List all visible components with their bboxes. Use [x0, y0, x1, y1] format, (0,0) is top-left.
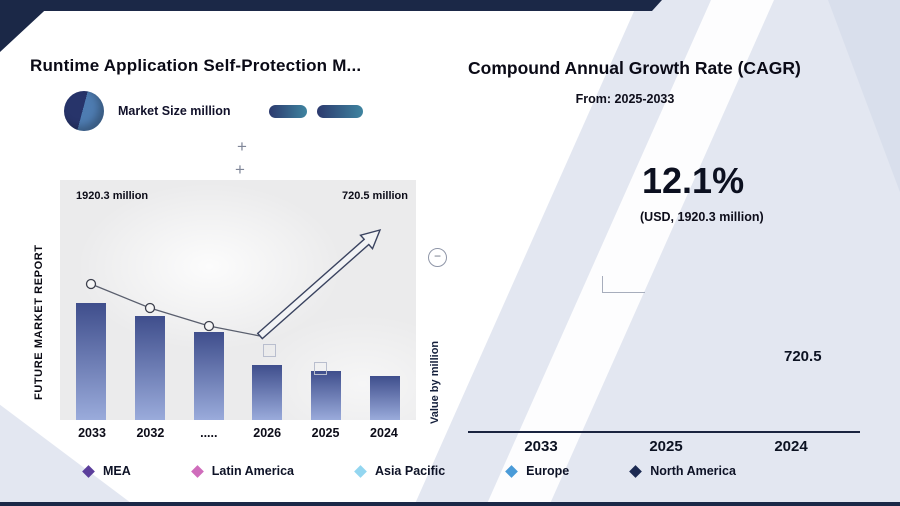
legend-label: Latin America: [211, 464, 294, 478]
plus-icon: +: [235, 160, 245, 179]
legend-item-latin-america: Latin America: [190, 464, 294, 478]
minus-icon: −: [428, 248, 447, 267]
left-x-label: 2024: [370, 426, 398, 440]
pie-icon: [64, 91, 104, 131]
gradient-pill-icon: [316, 104, 363, 118]
left-x-axis: 2033 2032..... 2026 2025 2024: [60, 426, 416, 440]
legend-item-mea: MEA: [82, 464, 131, 478]
diamond-icon: [190, 464, 204, 478]
legend-item-europe: Europe: [505, 464, 570, 478]
cagr-value: 12.1%: [642, 160, 745, 201]
left-bar-2025: [311, 370, 342, 420]
right-x-axis-line: [468, 431, 860, 433]
right-y-axis-label: Value by million: [429, 340, 441, 424]
square-decoration: [263, 344, 276, 357]
legend-label: MEA: [103, 464, 131, 478]
market-size-label: Market Size million: [118, 104, 231, 118]
legend-label: Europe: [526, 464, 570, 478]
left-x-label: 2032: [136, 426, 165, 440]
right-chart-subtitle: From: 2025-2033: [575, 92, 675, 106]
top-accent-band: [26, 0, 662, 11]
left-x-label: .....: [200, 426, 218, 440]
bottom-accent-border: [0, 502, 900, 506]
diamond-icon: [82, 464, 95, 478]
diamond-icon: [629, 464, 643, 478]
max-value-annotation: 1920.3 million: [76, 190, 149, 202]
left-x-label: 2033: [78, 426, 106, 440]
region-legend: MEA Latin America Asia Pacific Europe No…: [82, 464, 736, 478]
right-x-label: 2033: [524, 438, 558, 455]
left-bar-2024: [369, 376, 400, 420]
left-chart-area: 1920.3 million 720.5 million: [60, 180, 416, 420]
right-x-label: 2025: [649, 438, 683, 455]
diamond-icon: [354, 464, 367, 478]
legend-item-north-america: North America: [629, 464, 736, 478]
legend-item-asia-pacific: Asia Pacific: [354, 464, 446, 478]
plus-icon: +: [237, 137, 247, 156]
left-bar-series: [76, 292, 400, 420]
market-size-legend: Market Size million: [64, 90, 363, 132]
right-bar-series: [472, 162, 860, 432]
right-x-label: 2024: [774, 438, 808, 455]
left-y-axis-label: FUTURE MARKET REPORT: [33, 244, 45, 400]
cagr-detail: (USD, 1920.3 million): [640, 210, 764, 224]
left-bar-.....: [193, 332, 224, 420]
left-x-label: 2025: [311, 426, 340, 440]
left-bar-2033: [76, 302, 106, 420]
square-decoration: [314, 362, 327, 375]
right-chart-title: Compound Annual Growth Rate (CAGR): [468, 58, 801, 78]
gradient-pill-icon: [268, 104, 307, 118]
bar-value-label: 720.5: [784, 348, 822, 365]
legend-label: North America: [650, 464, 736, 478]
trend-line-arrow: [85, 228, 382, 340]
left-chart-title: Runtime Application Self-Protection M...: [30, 56, 362, 75]
left-bar-2026: [252, 364, 283, 420]
right-x-axis: 2033 2025 2024: [472, 438, 860, 455]
diamond-icon: [505, 464, 519, 478]
min-value-annotation: 720.5 million: [341, 190, 408, 202]
legend-label: Asia Pacific: [374, 464, 446, 478]
left-bar-2032: [134, 315, 165, 420]
left-x-label: 2026: [253, 426, 282, 440]
bracket-decoration: [602, 276, 645, 293]
